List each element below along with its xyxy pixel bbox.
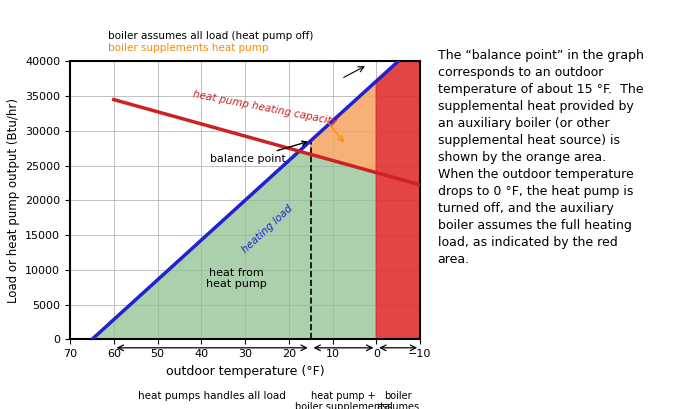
Polygon shape bbox=[311, 81, 377, 173]
Text: balance point: balance point bbox=[210, 141, 307, 164]
Text: boiler
assumes
all load: boiler assumes all load bbox=[377, 391, 420, 409]
Text: heat from
heat pump: heat from heat pump bbox=[206, 268, 267, 289]
Text: The “balance point” in the graph
corresponds to an outdoor
temperature of about : The “balance point” in the graph corresp… bbox=[438, 49, 643, 266]
Text: heating load: heating load bbox=[241, 203, 295, 254]
Text: boiler assumes all load (heat pump off): boiler assumes all load (heat pump off) bbox=[108, 31, 314, 40]
Polygon shape bbox=[92, 151, 377, 339]
Text: boiler supplements heat pump: boiler supplements heat pump bbox=[108, 43, 269, 53]
Polygon shape bbox=[377, 41, 420, 339]
Y-axis label: Load or heat pump output (Btu/hr): Load or heat pump output (Btu/hr) bbox=[6, 98, 20, 303]
X-axis label: outdoor temperature (°F): outdoor temperature (°F) bbox=[166, 365, 324, 378]
Text: heat pump heating capacity: heat pump heating capacity bbox=[193, 90, 339, 127]
Text: heat pump +
boiler supplemental: heat pump + boiler supplemental bbox=[295, 391, 392, 409]
Text: heat pumps handles all load: heat pumps handles all load bbox=[138, 391, 286, 400]
